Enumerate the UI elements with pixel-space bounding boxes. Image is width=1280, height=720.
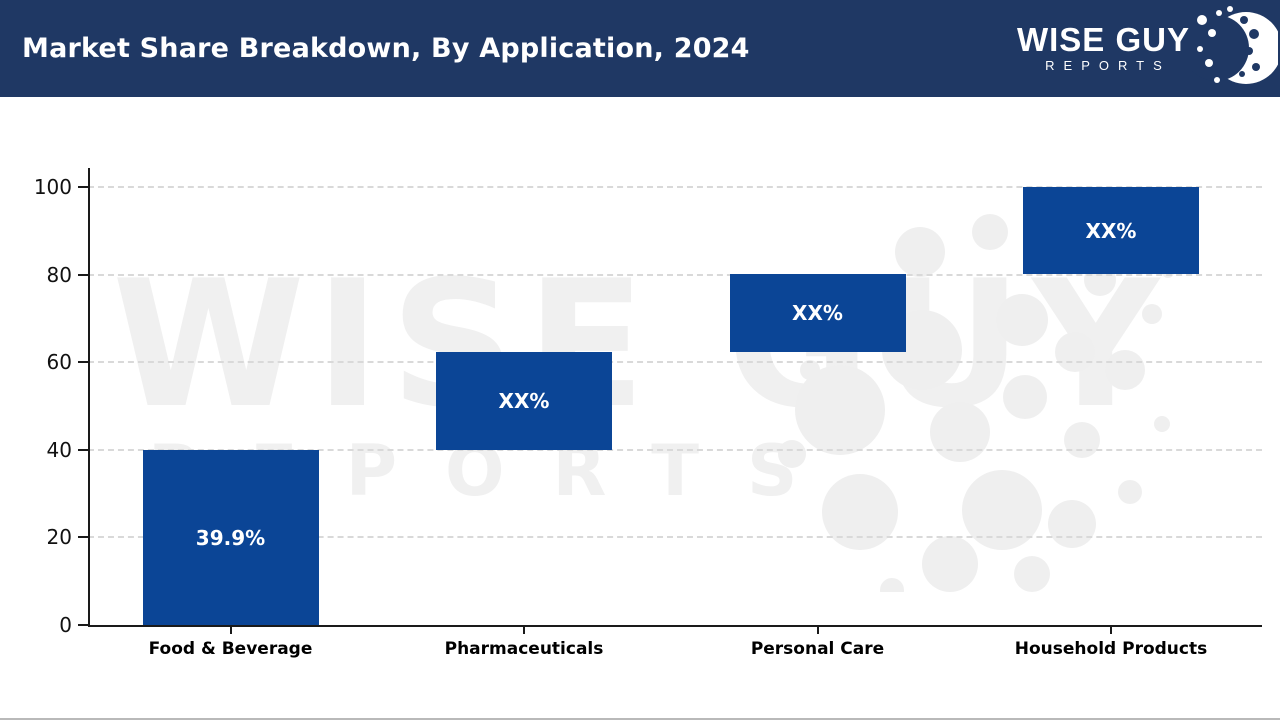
logo-subtitle: REPORTS [1045, 58, 1171, 73]
y-tick-label: 40 [46, 437, 72, 462]
watermark-head-dots [778, 214, 1174, 592]
gridline [88, 536, 1262, 539]
gridline [88, 448, 1262, 451]
x-tick-label: Personal Care [750, 639, 885, 659]
gridline [88, 186, 1262, 189]
bar-value-label: 39.9% [195, 525, 266, 550]
gridline [88, 361, 1262, 364]
y-tick-label: 20 [46, 525, 72, 550]
x-tick-label: Household Products [1014, 639, 1208, 659]
y-tick-label: 80 [46, 262, 72, 287]
x-tick-label: Food & Beverage [148, 639, 313, 659]
bar [142, 450, 319, 625]
y-tick [78, 186, 88, 189]
y-tick-label: 0 [59, 613, 72, 637]
bottom-divider [0, 718, 1280, 720]
x-tick [1110, 627, 1112, 634]
y-tick [78, 361, 88, 364]
bar [1023, 187, 1199, 275]
y-tick [78, 536, 88, 539]
y-tick [78, 448, 88, 451]
header-bar: Market Share Breakdown, By Application, … [0, 0, 1280, 97]
bar [729, 274, 906, 353]
logo-text: WISE GUY REPORTS [1017, 23, 1190, 74]
x-tick [816, 627, 819, 634]
page-title: Market Share Breakdown, By Application, … [22, 33, 750, 64]
watermark-wordmark: WISE GUY [112, 244, 1170, 447]
y-tick-label: 60 [46, 350, 72, 375]
logo-wordmark: WISE GUY [1016, 21, 1190, 58]
x-axis [88, 625, 1262, 627]
x-tick [523, 627, 525, 634]
bar-value-label: XX% [498, 389, 550, 414]
bar-value-label: XX% [792, 301, 843, 326]
x-tick-label: Pharmaceuticals [444, 639, 604, 659]
y-tick-label: 100 [33, 175, 72, 200]
bar [436, 352, 612, 451]
wise-guy-logo: WISE GUY REPORTS [1017, 4, 1278, 94]
bar-value-label: XX% [1085, 218, 1137, 243]
gridline [88, 273, 1262, 276]
y-tick [78, 273, 88, 276]
x-tick [229, 627, 232, 634]
y-tick [78, 624, 88, 626]
y-axis [88, 168, 90, 627]
logo-head-icon [1192, 5, 1278, 84]
